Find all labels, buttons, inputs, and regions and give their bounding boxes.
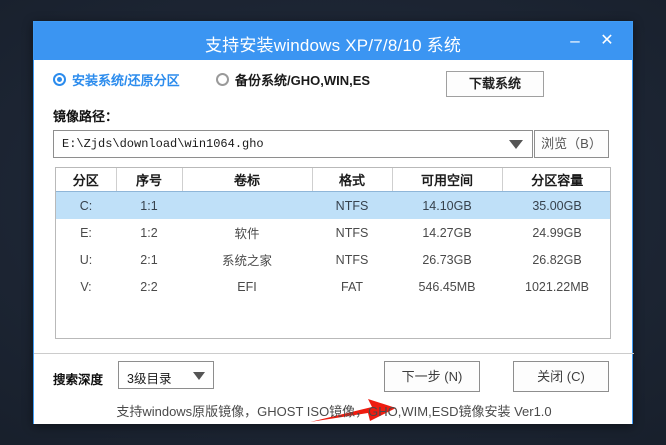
table-header-cell: 分区容量 bbox=[502, 168, 610, 192]
table-header-row: 分区 序号 卷标 格式 可用空间 分区容量 bbox=[56, 168, 610, 192]
footer-text: 支持windows原版镜像，GHOST ISO镜像，GHO,WIM,ESD镜像安… bbox=[116, 404, 552, 419]
table-header-cell: 可用空间 bbox=[392, 168, 503, 192]
next-step-button[interactable]: 下一步 (N) bbox=[384, 361, 480, 392]
browse-button[interactable]: 浏览（B） bbox=[534, 130, 609, 158]
partition-table[interactable]: 分区 序号 卷标 格式 可用空间 分区容量 C: 1:1 NTFS 14.10 bbox=[55, 167, 611, 339]
cell-volume: EFI bbox=[237, 279, 257, 294]
search-depth-value: 3级目录 bbox=[127, 372, 172, 386]
table-header-cell: 序号 bbox=[116, 168, 183, 192]
table-header-cell: 卷标 bbox=[182, 168, 313, 192]
cell-format: NTFS bbox=[335, 252, 369, 267]
cell-partition: E: bbox=[80, 225, 92, 240]
cell-index: 1:2 bbox=[140, 225, 158, 240]
cell-partition: U: bbox=[79, 252, 93, 267]
table-row[interactable]: V: 2:2 EFI FAT 546.45MB 1021.22MB bbox=[56, 273, 610, 300]
radio-unselected-icon bbox=[216, 73, 229, 86]
cell-partition: V: bbox=[80, 279, 92, 294]
image-path-value: E:\Zjds\download\win1064.gho bbox=[62, 137, 264, 151]
cell-free: 14.10GB bbox=[392, 191, 502, 219]
cell-volume bbox=[182, 191, 312, 219]
radio-backup-system[interactable]: 备份系统/GHO,WIN,ES bbox=[216, 70, 370, 89]
divider bbox=[34, 353, 634, 354]
footer-bar: 支持windows原版镜像，GHOST ISO镜像，GHO,WIM,ESD镜像安… bbox=[34, 400, 634, 424]
cell-free: 546.45MB bbox=[418, 279, 476, 294]
mode-option-row: 安装系统/还原分区 备份系统/GHO,WIN,ES 下载系统 bbox=[34, 60, 634, 100]
radio-install-label: 安装系统/还原分区 bbox=[72, 73, 180, 88]
table-row[interactable]: C: 1:1 NTFS 14.10GB 35.00GB bbox=[56, 191, 610, 219]
close-icon[interactable]: ✕ bbox=[600, 32, 614, 49]
cell-index: 2:2 bbox=[140, 279, 158, 294]
title-bar: 支持安装windows XP/7/8/10 系统 – ✕ bbox=[34, 22, 632, 60]
search-depth-select[interactable]: 3级目录 bbox=[118, 361, 214, 389]
radio-selected-icon bbox=[53, 73, 66, 86]
chevron-down-icon[interactable] bbox=[509, 140, 523, 149]
download-system-button[interactable]: 下载系统 bbox=[446, 71, 544, 97]
cell-free: 26.73GB bbox=[422, 252, 472, 267]
window-title: 支持安装windows XP/7/8/10 系统 bbox=[204, 36, 462, 55]
radio-install-system[interactable]: 安装系统/还原分区 bbox=[53, 70, 180, 89]
table-header-cell: 分区 bbox=[56, 168, 117, 192]
image-path-label: 镜像路径： bbox=[53, 109, 119, 124]
cell-free: 14.27GB bbox=[422, 225, 472, 240]
image-path-combobox[interactable]: E:\Zjds\download\win1064.gho bbox=[53, 130, 533, 158]
partition-table-grid: 分区 序号 卷标 格式 可用空间 分区容量 C: 1:1 NTFS 14.10 bbox=[56, 168, 610, 300]
cell-index: 2:1 bbox=[140, 252, 158, 267]
window-client-area: 安装系统/还原分区 备份系统/GHO,WIN,ES 下载系统 镜像路径： E:\… bbox=[34, 60, 634, 424]
cell-capacity: 1021.22MB bbox=[525, 279, 589, 294]
cell-partition: C: bbox=[56, 191, 116, 219]
cell-capacity: 35.00GB bbox=[502, 191, 610, 219]
cell-format: NTFS bbox=[335, 225, 369, 240]
installer-window: 支持安装windows XP/7/8/10 系统 – ✕ 安装系统/还原分区 备… bbox=[33, 21, 634, 424]
search-depth-label: 搜索深度 bbox=[53, 373, 104, 387]
close-dialog-button[interactable]: 关闭 (C) bbox=[513, 361, 609, 392]
cell-volume: 系统之家 bbox=[221, 254, 272, 268]
chevron-down-icon[interactable] bbox=[193, 372, 205, 380]
cell-capacity: 24.99GB bbox=[532, 225, 582, 240]
radio-backup-label: 备份系统/GHO,WIN,ES bbox=[235, 73, 371, 88]
cell-format: FAT bbox=[341, 279, 363, 294]
cell-capacity: 26.82GB bbox=[532, 252, 582, 267]
cell-volume: 软件 bbox=[234, 227, 260, 241]
cell-index: 1:1 bbox=[116, 191, 182, 219]
table-row[interactable]: U: 2:1 系统之家 NTFS 26.73GB 26.82GB bbox=[56, 246, 610, 273]
cell-format: NTFS bbox=[312, 191, 392, 219]
table-row[interactable]: E: 1:2 软件 NTFS 14.27GB 24.99GB bbox=[56, 219, 610, 246]
table-header-cell: 格式 bbox=[312, 168, 393, 192]
minimize-icon[interactable]: – bbox=[570, 31, 580, 50]
